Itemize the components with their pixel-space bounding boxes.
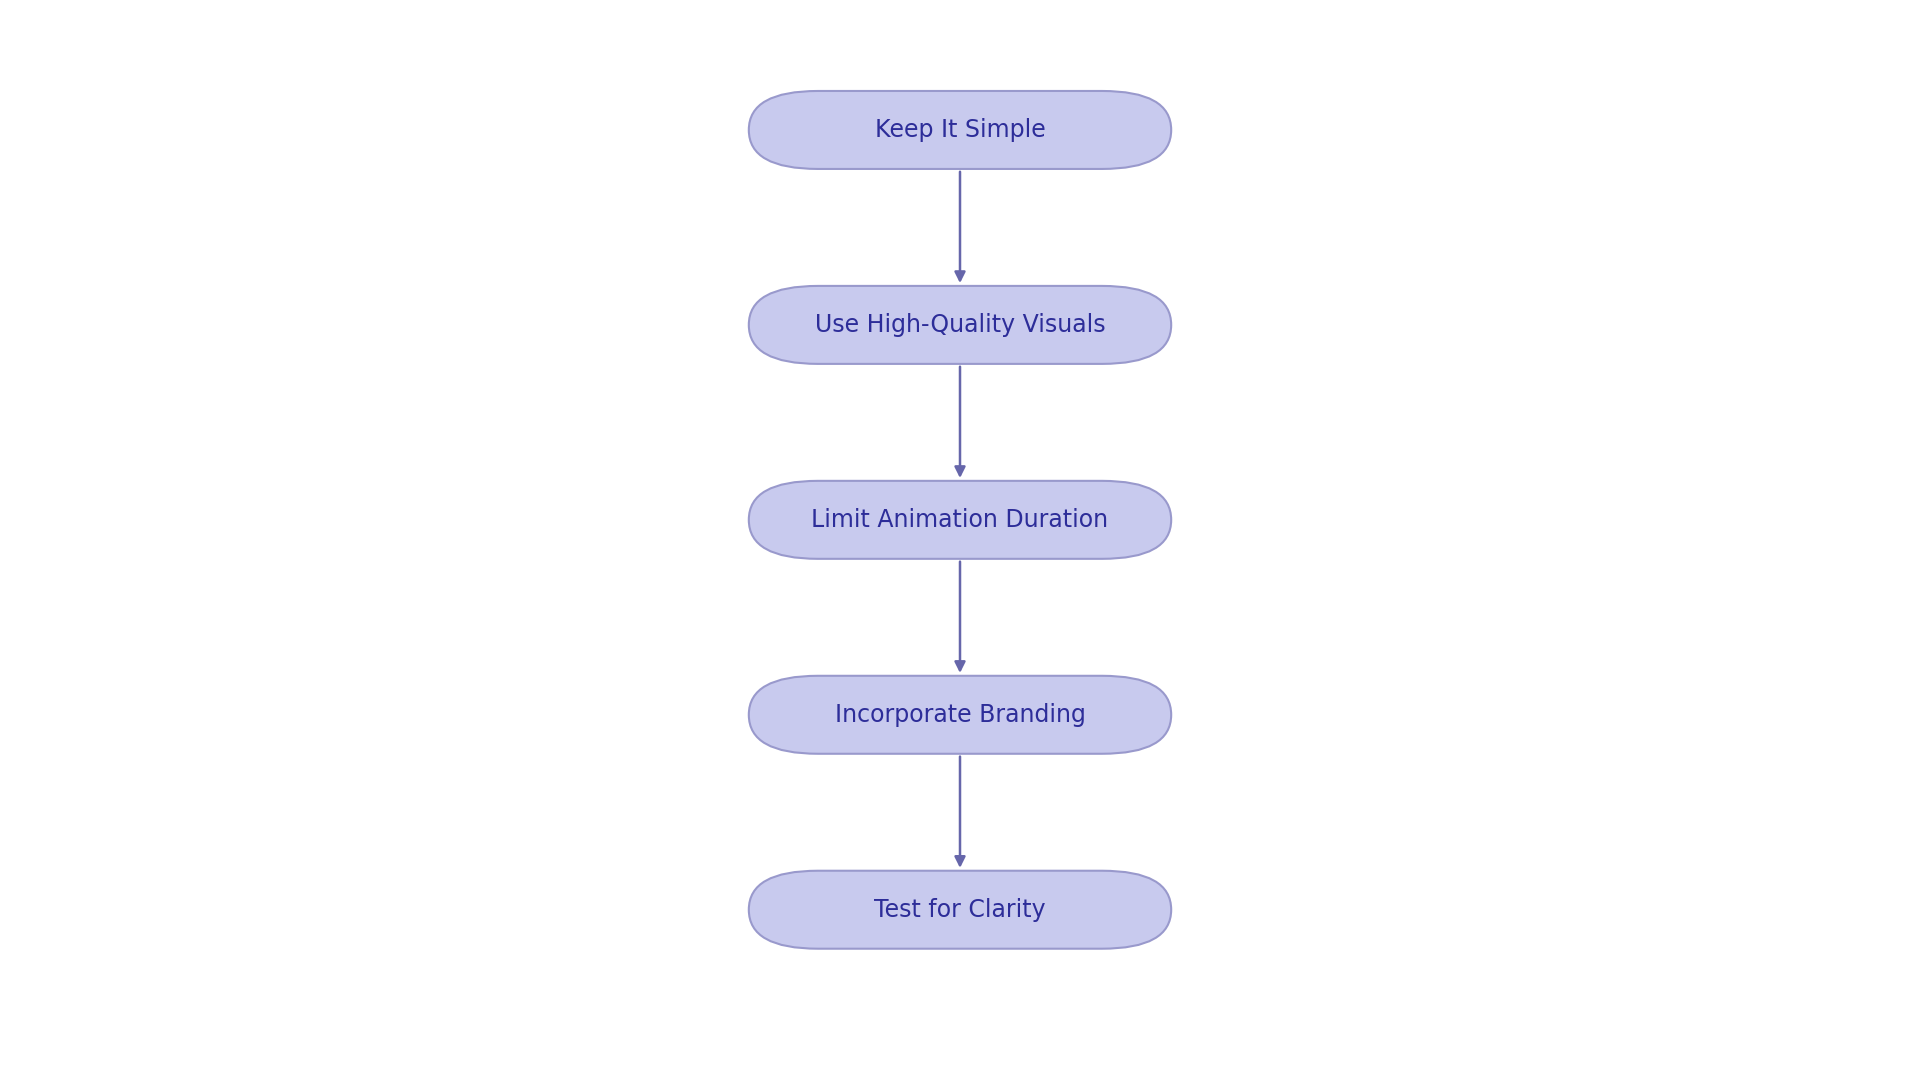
Text: Limit Animation Duration: Limit Animation Duration (812, 508, 1108, 532)
Text: Use High-Quality Visuals: Use High-Quality Visuals (814, 313, 1106, 337)
FancyBboxPatch shape (749, 91, 1171, 169)
Text: Test for Clarity: Test for Clarity (874, 898, 1046, 922)
FancyBboxPatch shape (749, 286, 1171, 364)
Text: Keep It Simple: Keep It Simple (876, 118, 1044, 142)
FancyBboxPatch shape (749, 481, 1171, 559)
Text: Incorporate Branding: Incorporate Branding (835, 703, 1085, 727)
FancyBboxPatch shape (749, 871, 1171, 949)
FancyBboxPatch shape (749, 676, 1171, 754)
